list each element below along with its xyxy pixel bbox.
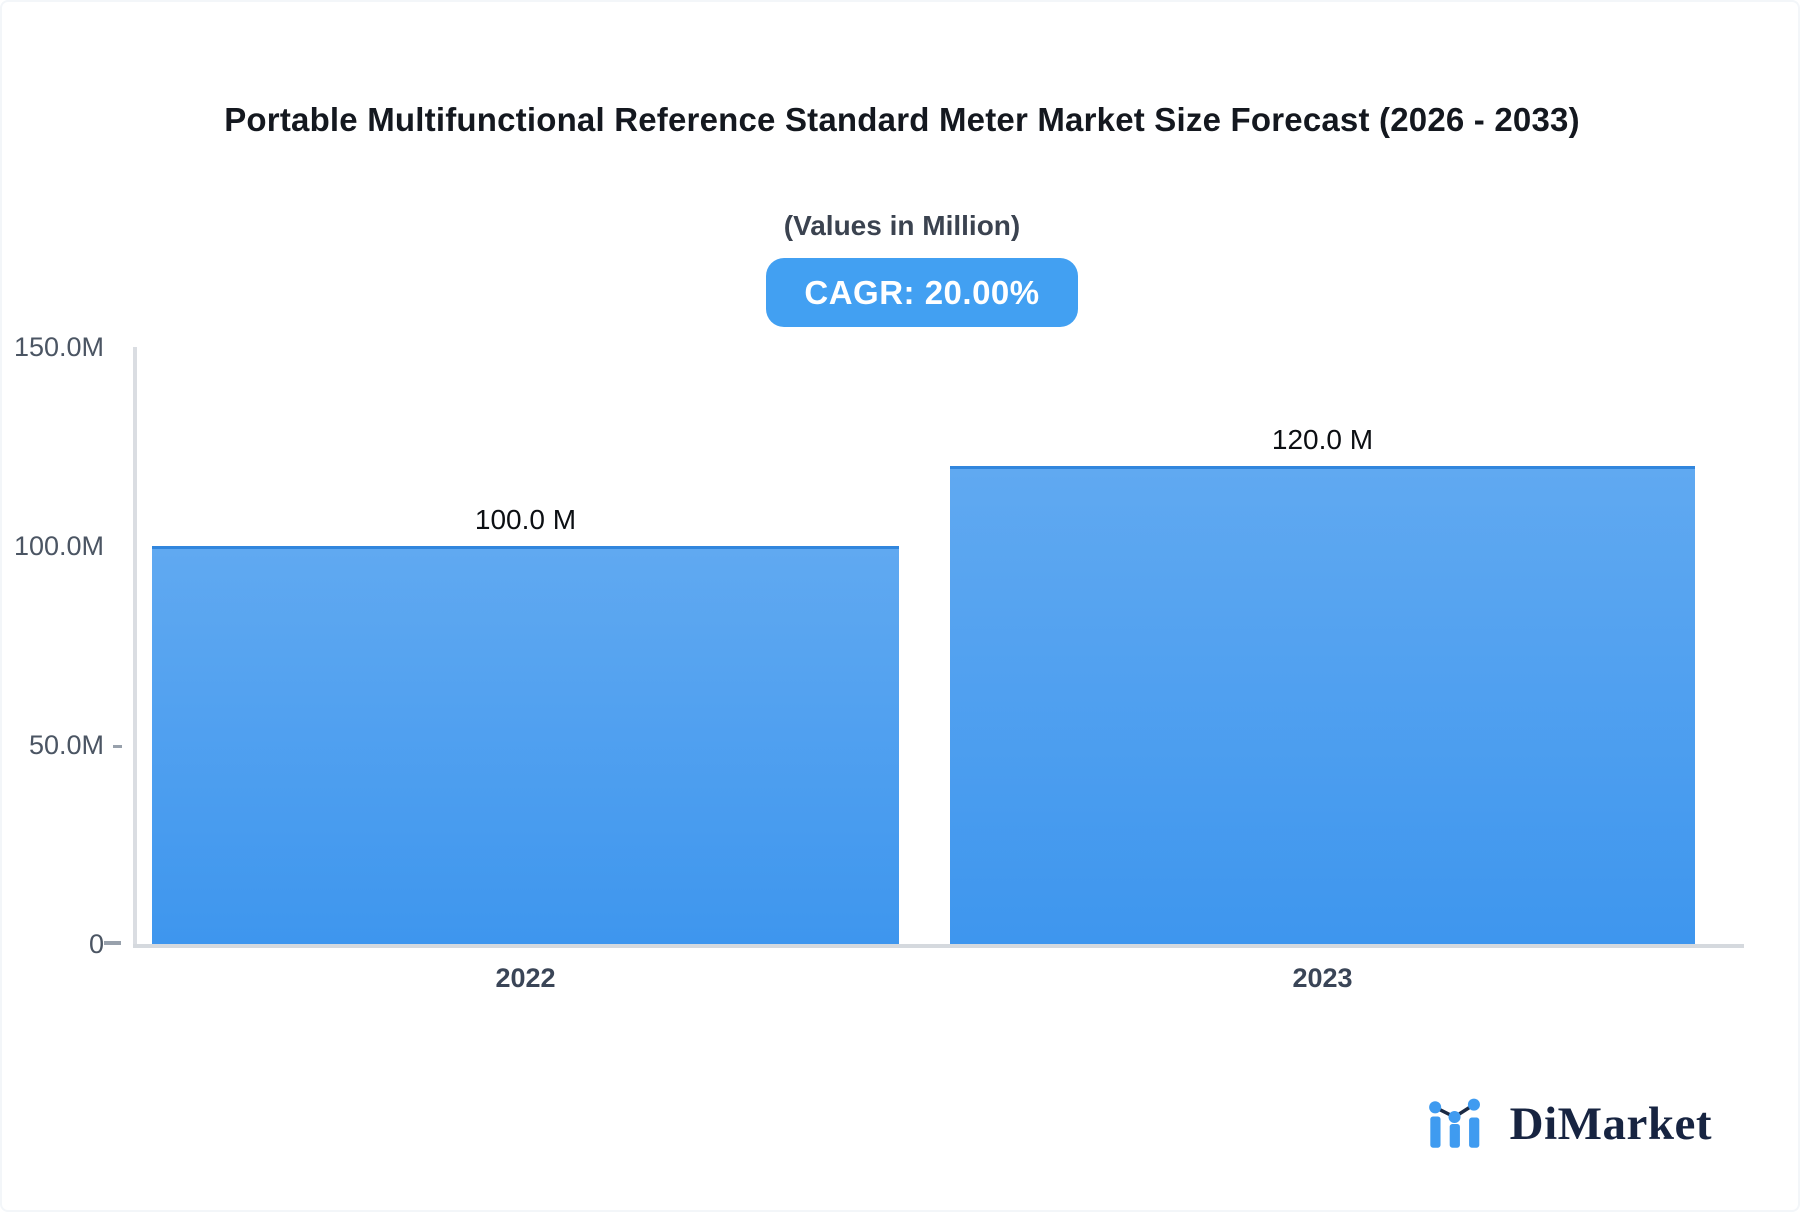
page-subtitle: (Values in Million) (783, 210, 1021, 241)
bar-2022[interactable] (152, 546, 899, 944)
brand-logo-text: DiMarket (1509, 1098, 1712, 1150)
y-tick-mark-0 (104, 941, 121, 945)
x-axis-baseline (133, 944, 1744, 948)
page-title: Portable Multifunctional Reference Stand… (224, 101, 1580, 138)
bar-chart-logo-icon (1426, 1096, 1496, 1152)
y-tick-mark-50m (113, 745, 122, 748)
y-tick-label: 100.0M (13, 531, 104, 561)
y-tick-label: 0 (88, 929, 104, 959)
x-tick-label-2023: 2023 (1292, 963, 1353, 993)
y-tick-label: 150.0M (13, 332, 104, 362)
bar-2023[interactable] (950, 466, 1695, 944)
x-tick-label-2022: 2022 (495, 963, 556, 993)
bar-value-label-2022: 100.0 M (474, 504, 577, 535)
cagr-badge-row: CAGR: 20.00% (46, 258, 1798, 327)
y-axis-line (133, 347, 137, 946)
cagr-badge: CAGR: 20.00% (766, 258, 1078, 327)
brand-logo: DiMarket (1426, 1096, 1712, 1152)
bar-value-label-2023: 120.0 M (1271, 424, 1374, 455)
y-tick-label: 50.0M (28, 730, 104, 760)
